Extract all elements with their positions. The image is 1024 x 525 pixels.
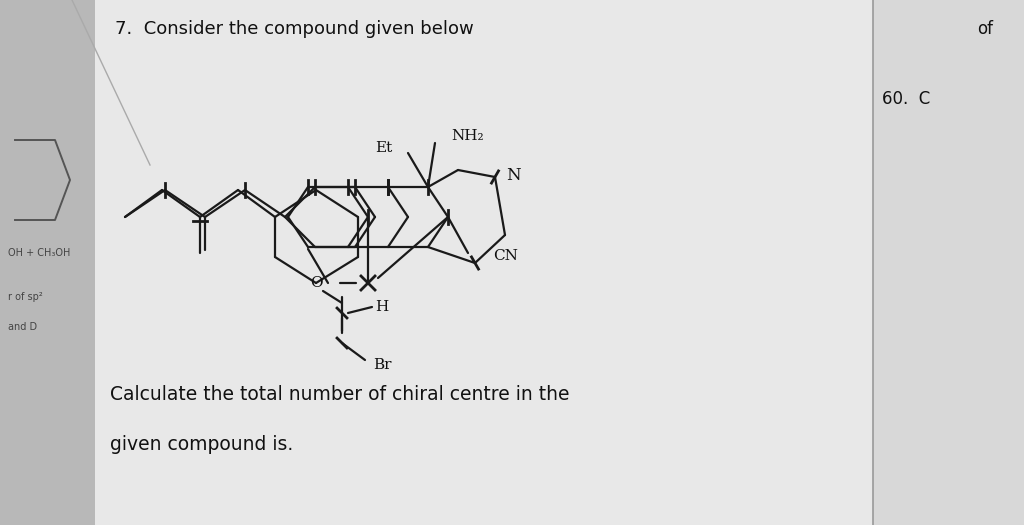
Text: r of sp²: r of sp²: [8, 292, 43, 302]
Text: H: H: [376, 300, 389, 314]
Text: given compound is.: given compound is.: [110, 436, 293, 455]
Text: Calculate the total number of chiral centre in the: Calculate the total number of chiral cen…: [110, 385, 569, 404]
Bar: [873, 0, 1024, 525]
Text: and D: and D: [8, 322, 37, 332]
Bar: [0, 0, 95, 525]
Text: N: N: [506, 166, 520, 184]
Text: of: of: [977, 20, 993, 38]
Text: CN: CN: [493, 249, 518, 263]
Text: Br: Br: [373, 358, 391, 372]
Bar: [95, 0, 873, 525]
Text: 60.  C: 60. C: [882, 90, 930, 108]
Text: NH₂: NH₂: [451, 129, 483, 143]
Text: Et: Et: [375, 141, 392, 155]
Text: OH + CH₃OH: OH + CH₃OH: [8, 248, 71, 258]
Text: 7.  Consider the compound given below: 7. Consider the compound given below: [115, 20, 474, 38]
Text: O: O: [309, 276, 323, 290]
